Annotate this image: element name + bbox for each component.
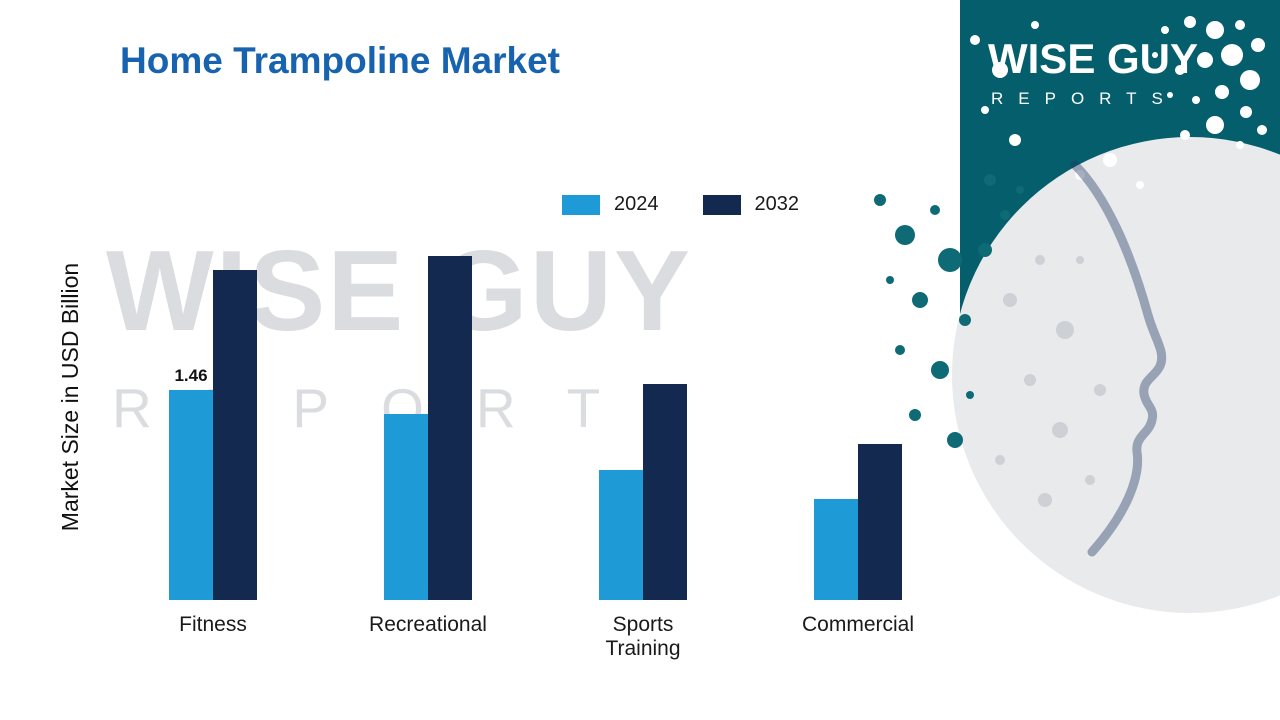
- logo-wordmark: WISE GUY: [988, 35, 1199, 82]
- logo-subtitle: REPORTS: [991, 89, 1178, 108]
- bar-value-label: 1.46: [174, 366, 208, 385]
- legend-item-2032: 2032: [702, 193, 800, 216]
- category-label: Fitness: [179, 613, 247, 636]
- bar-2032-commercial: [858, 444, 902, 600]
- bar-2024-sports-training: [599, 470, 643, 600]
- bar-2032-fitness: [213, 270, 257, 600]
- legend-item-2024: 2024: [562, 193, 659, 216]
- legend-label-2032: 2032: [754, 193, 800, 215]
- category-label: Sports Training: [605, 613, 681, 661]
- bar-2032-recreational: [428, 256, 472, 600]
- category-label: Commercial: [801, 613, 914, 636]
- bar-2024-recreational: [384, 414, 428, 600]
- category-label: Recreational: [369, 613, 487, 636]
- brand-logo: WISE GUY REPORTS: [988, 38, 1198, 109]
- watermark-wordmark: WISE GUY: [106, 228, 693, 355]
- bar-2024-fitness: [169, 390, 213, 600]
- legend: 2024 2032: [562, 193, 799, 216]
- legend-swatch-2024: [562, 194, 600, 215]
- legend-label-2024: 2024: [614, 193, 659, 215]
- page-title: Home Trampoline Market: [120, 40, 561, 81]
- legend-swatch-2032: [702, 194, 741, 215]
- bar-2032-sports-training: [643, 384, 687, 600]
- bar-2024-commercial: [814, 499, 858, 600]
